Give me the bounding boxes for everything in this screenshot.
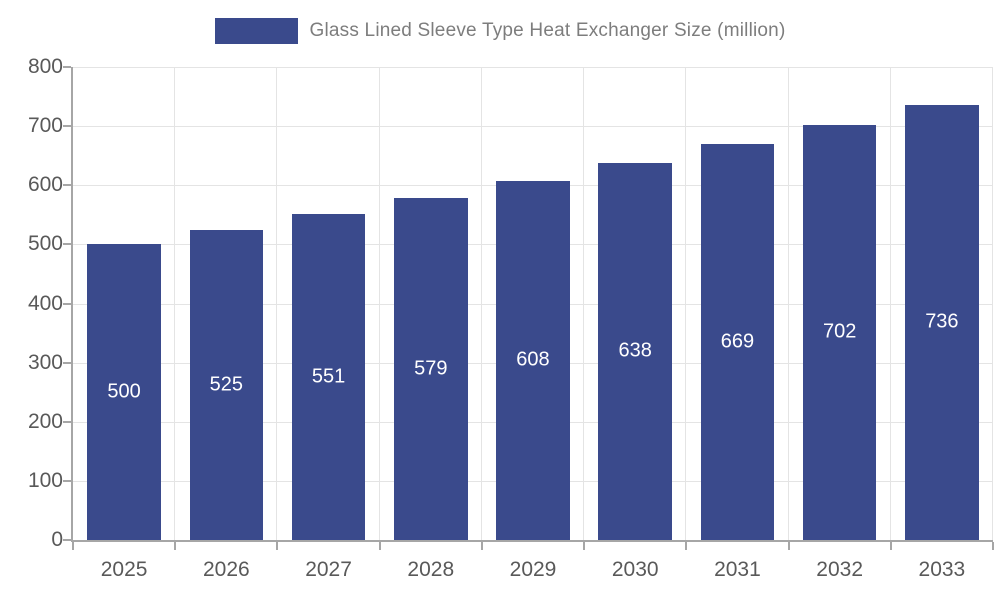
bar-value-label: 525: [209, 373, 244, 396]
x-axis-label-2030: 2030: [611, 558, 659, 581]
x-axis-label-2029: 2029: [509, 558, 557, 581]
y-gridline: [73, 67, 993, 68]
bar-2028[interactable]: 579: [393, 197, 468, 540]
x-axis-tick: [889, 542, 892, 550]
y-axis-label: 500: [27, 232, 63, 256]
bar-value-label: 669: [720, 330, 755, 353]
y-axis-tick: [63, 420, 71, 423]
y-axis-tick: [63, 125, 71, 128]
bar-value-label: 579: [414, 357, 448, 380]
x-gridline: [276, 67, 278, 540]
bar-2027[interactable]: 551: [291, 214, 366, 540]
x-gridline: [378, 67, 380, 540]
legend-label[interactable]: Glass Lined Sleeve Type Heat Exchanger S…: [309, 20, 786, 41]
y-axis-label: 100: [27, 468, 63, 492]
x-axis-label-2032: 2032: [816, 558, 864, 581]
bar-2031[interactable]: 669: [700, 144, 775, 540]
x-axis-tick: [480, 542, 483, 550]
bar-value-label: 551: [311, 365, 346, 388]
x-axis-tick: [72, 542, 74, 550]
bar-value-label: 500: [107, 380, 141, 403]
y-axis-label: 0: [51, 528, 63, 551]
y-gridline: [73, 126, 993, 128]
y-axis-tick: [63, 243, 71, 246]
x-gridline: [480, 67, 482, 540]
x-axis-tick: [276, 542, 279, 550]
legend-swatch[interactable]: [214, 18, 298, 44]
x-gridline: [174, 67, 176, 540]
x-axis-label-2028: 2028: [407, 558, 455, 581]
x-axis-label-2027: 2027: [305, 558, 352, 581]
y-axis-line: [71, 67, 73, 542]
y-axis-tick: [63, 66, 71, 68]
x-gridline: [583, 67, 585, 540]
y-axis-label: 700: [27, 114, 63, 138]
y-axis-tick: [63, 184, 71, 187]
x-axis-label-2025: 2025: [100, 558, 148, 581]
y-axis-label: 800: [27, 55, 63, 78]
x-axis-label-2033: 2033: [918, 558, 966, 581]
y-axis-label: 300: [27, 350, 63, 374]
y-axis-tick: [63, 479, 71, 482]
x-axis-tick: [583, 542, 586, 550]
x-axis-label-2026: 2026: [202, 558, 250, 581]
x-axis-tick: [787, 542, 790, 550]
x-gridline: [992, 67, 993, 540]
bar-2026[interactable]: 525: [189, 229, 264, 540]
x-axis-tick: [378, 542, 381, 550]
bar-value-label: 638: [618, 339, 652, 362]
x-gridline: [685, 67, 687, 540]
x-gridline: [787, 67, 789, 540]
x-axis-line: [71, 540, 993, 542]
bar-2029[interactable]: 608: [496, 180, 570, 540]
y-axis-label: 600: [27, 173, 63, 197]
bar-2025[interactable]: 500: [87, 244, 161, 540]
y-axis-tick: [63, 302, 71, 305]
bar-value-label: 702: [822, 320, 857, 343]
bar-value-label: 608: [516, 348, 550, 371]
x-axis-tick: [174, 542, 177, 550]
y-axis-label: 400: [27, 291, 63, 315]
bar-value-label: 736: [925, 310, 959, 333]
plot-area: 500 525 551 579 608 638 669 702 736: [73, 67, 993, 540]
x-axis-tick: [992, 542, 994, 550]
bar-2030[interactable]: 638: [598, 162, 673, 540]
y-axis-label: 200: [27, 409, 63, 433]
x-axis-tick: [685, 542, 688, 550]
bar-2032[interactable]: 702: [802, 124, 877, 540]
x-axis-label-2031: 2031: [714, 558, 761, 581]
bar-2033[interactable]: 736: [905, 104, 979, 540]
x-gridline: [889, 67, 891, 540]
y-axis-tick: [63, 361, 71, 364]
chart-legend: Glass Lined Sleeve Type Heat Exchanger S…: [0, 18, 1000, 44]
y-axis-tick: [63, 539, 71, 541]
